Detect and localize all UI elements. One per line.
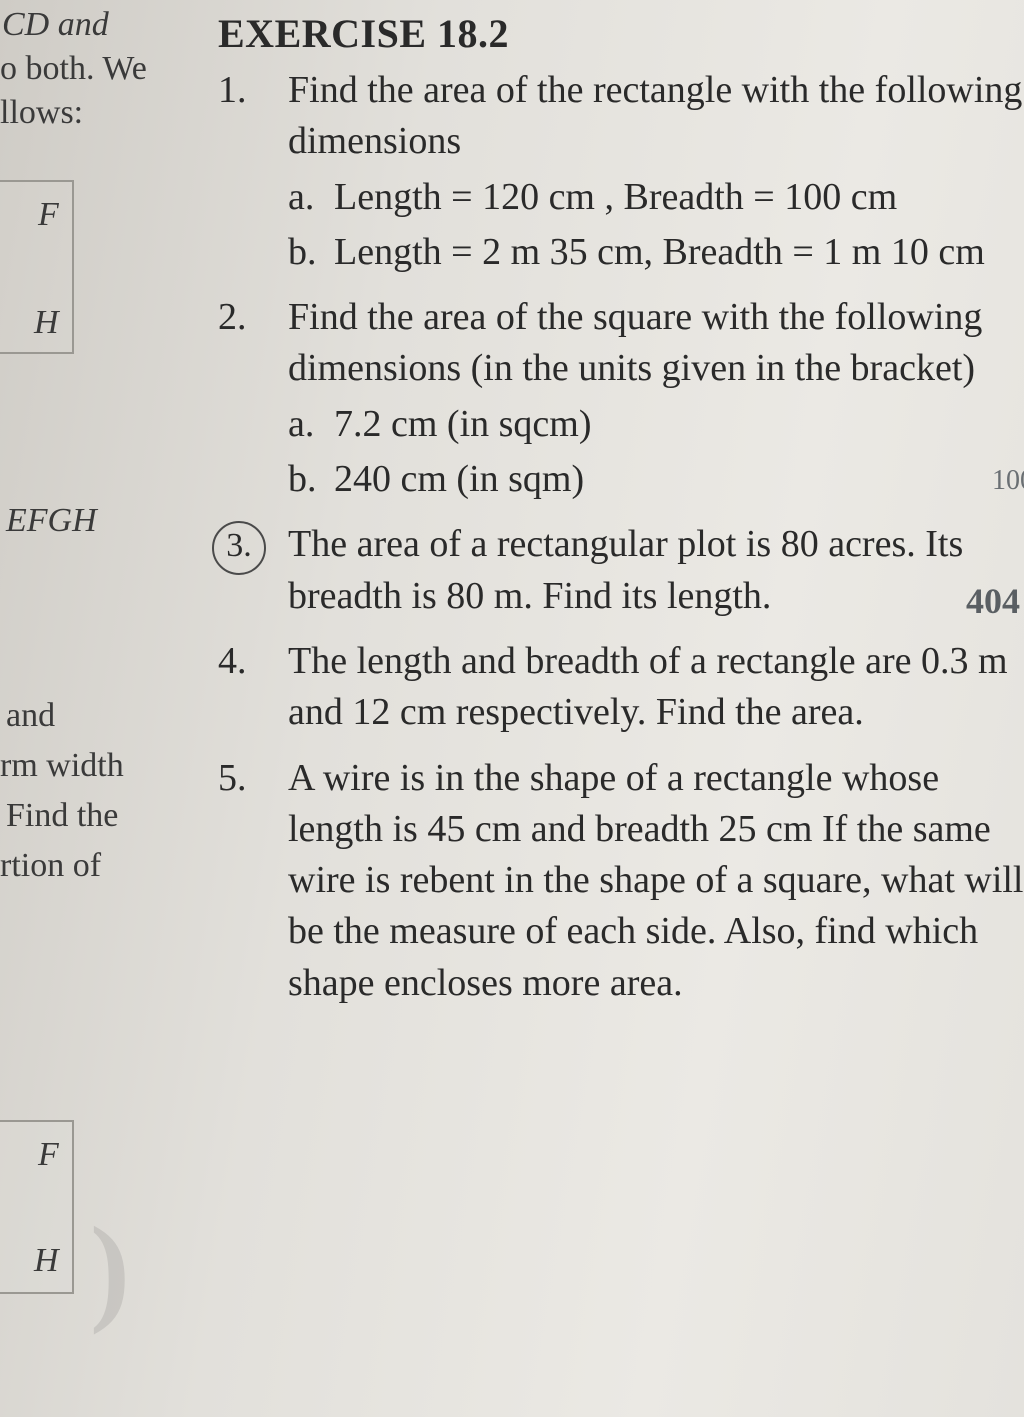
question-number: 1. (218, 65, 288, 278)
ghost-handwriting-icon: ) (90, 1200, 130, 1338)
circled-number-icon: 3. (212, 521, 266, 575)
left-box-1: F H (0, 180, 74, 354)
exercise-list: 1. Find the area of the rectangle with t… (218, 65, 1024, 1009)
question-number: 3. (218, 519, 288, 622)
question-number: 5. (218, 753, 288, 1009)
left-frag-efgh: EFGH (6, 500, 97, 543)
left-box2-label-f: F (38, 1134, 59, 1177)
left-frag-llows: llows: (0, 92, 83, 135)
question-text: The length and breadth of a rectangle ar… (288, 640, 1008, 733)
question-1: 1. Find the area of the rectangle with t… (218, 65, 1024, 278)
left-box2-label-h: H (34, 1240, 59, 1283)
left-box-label-f: F (38, 194, 59, 237)
question-text: A wire is in the shape of a rectangle wh… (288, 757, 1024, 1004)
question-2b: b. 240 cm (in sqm) 100 (288, 454, 1024, 505)
question-2: 2. Find the area of the square with the … (218, 292, 1024, 505)
left-frag-rtion: rtion of (0, 845, 101, 888)
sub-label: a. (288, 399, 334, 450)
question-1a: a. Length = 120 cm , Breadth = 100 cm (288, 172, 1024, 223)
sub-text: 240 cm (in sqm) (334, 454, 584, 505)
exercise-column: EXERCISE 18.2 1. Find the area of the re… (218, 10, 1024, 1023)
exercise-title: EXERCISE 18.2 (218, 10, 1024, 57)
sub-label: b. (288, 454, 334, 505)
sub-text: Length = 120 cm , Breadth = 100 cm (334, 172, 897, 223)
left-frag-and: and (6, 695, 55, 738)
question-text: The area of a rectangular plot is 80 acr… (288, 523, 963, 616)
question-text: Find the area of the square with the fol… (288, 296, 982, 389)
sub-label: a. (288, 172, 334, 223)
question-text: Find the area of the rectangle with the … (288, 69, 1022, 162)
sub-label: b. (288, 227, 334, 278)
left-box-2: F H (0, 1120, 74, 1294)
question-1b: b. Length = 2 m 35 cm, Breadth = 1 m 10 … (288, 227, 1024, 278)
left-frag-rmwidth: rm width (0, 745, 124, 788)
sub-text: Length = 2 m 35 cm, Breadth = 1 m 10 cm (334, 227, 985, 278)
question-number: 2. (218, 292, 288, 505)
sub-text: 7.2 cm (in sqcm) (334, 399, 592, 450)
question-2a: a. 7.2 cm (in sqcm) (288, 399, 1024, 450)
question-3: 3. The area of a rectangular plot is 80 … (218, 519, 1024, 622)
question-number: 4. (218, 636, 288, 739)
question-5: 5. A wire is in the shape of a rectangle… (218, 753, 1024, 1009)
left-frag-findthe: Find the (6, 795, 118, 838)
left-box-label-h: H (34, 302, 59, 345)
question-4: 4. The length and breadth of a rectangle… (218, 636, 1024, 739)
handwritten-note-icon: 100 (992, 462, 1024, 500)
left-frag-cd-and: CD and (2, 4, 109, 47)
handwritten-answer: 404 (966, 577, 1020, 626)
page: CD and o both. We llows: F H EFGH and rm… (0, 0, 1024, 1417)
left-frag-both-we: o both. We (0, 48, 147, 91)
